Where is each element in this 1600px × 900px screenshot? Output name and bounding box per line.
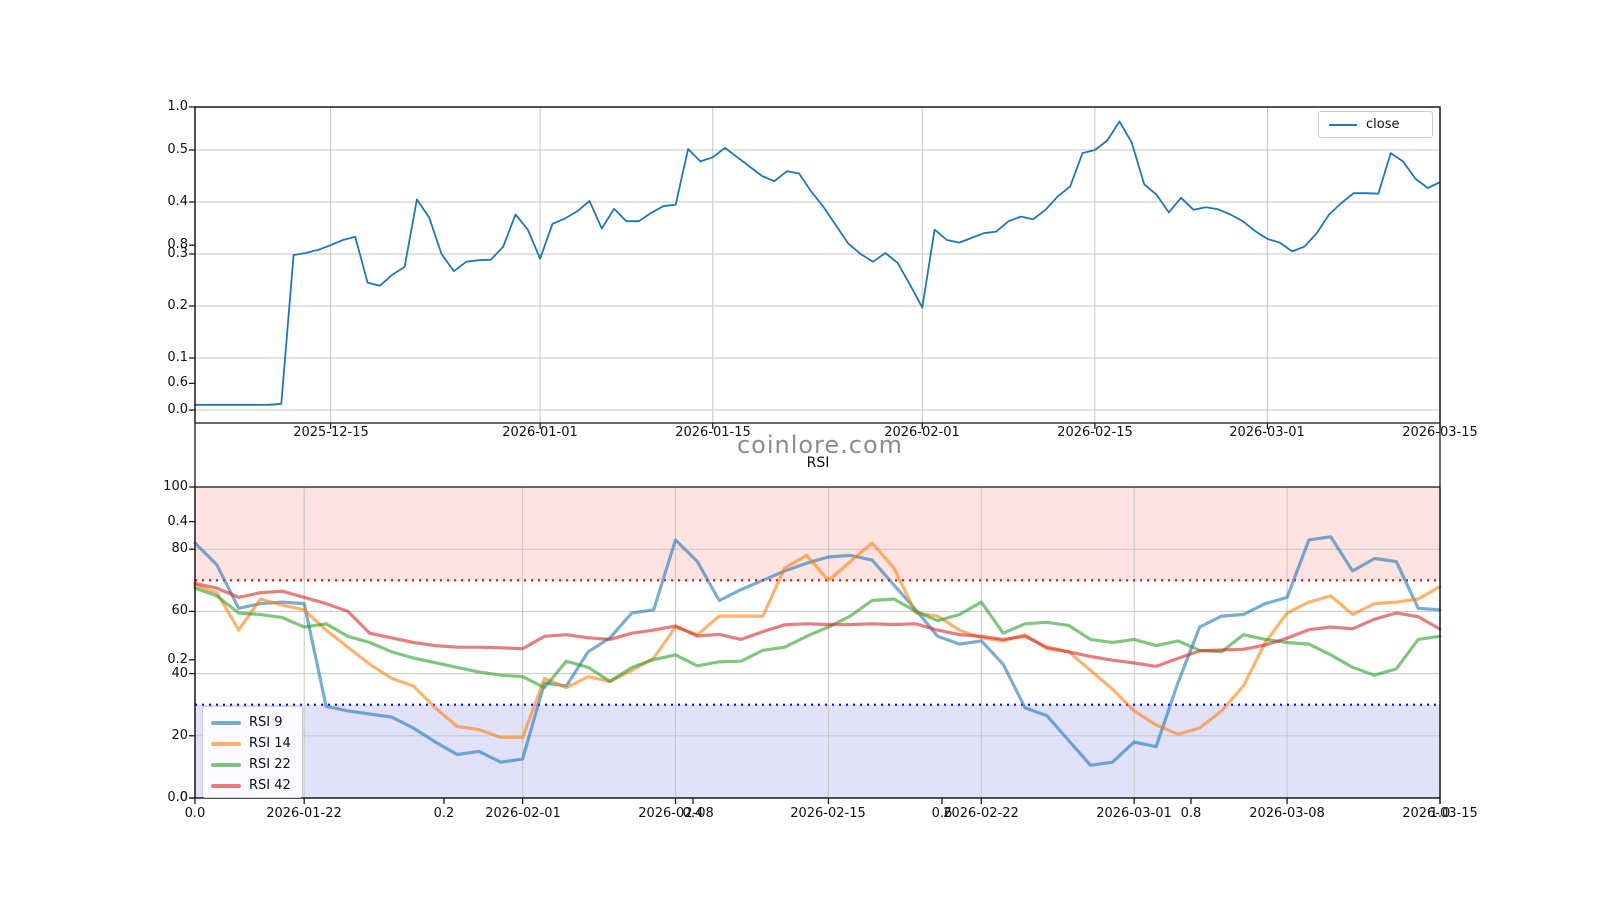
legend-label-rsi-22: RSI 22	[249, 757, 291, 772]
ghost-x-tick-label: 1.0	[1429, 806, 1451, 821]
price-y-tick-label: 0.3	[167, 246, 188, 261]
price-y-tick-label: 0.0	[167, 402, 188, 417]
rsi-y-tick-label: 20	[171, 728, 188, 743]
ghost-y-tick-label: 0.0	[167, 790, 188, 805]
close-line	[195, 120, 1441, 406]
price-y-tick-label: 0.2	[167, 298, 188, 313]
price-x-tick-label: 2026-02-15	[1057, 425, 1133, 440]
rsi-y-tick-label: 80	[171, 541, 188, 556]
ghost-x-tick-label: 0.2	[433, 806, 455, 821]
legend-row-rsi-22: RSI 22	[211, 754, 294, 775]
rsi-x-tick-label: 2026-02-01	[485, 806, 561, 821]
ghost-y-tick-label: 0.2	[167, 652, 188, 667]
legend-label-rsi-14: RSI 14	[249, 736, 291, 751]
rsi-14-line	[193, 541, 1442, 740]
price-x-tick-label: 2026-03-15	[1402, 425, 1478, 440]
rsi-22-line-sample	[211, 762, 241, 767]
price-y-tick-label: 0.4	[167, 194, 188, 209]
rsi-42-line-sample	[211, 783, 241, 788]
ghost-x-tick-label: 0.6	[931, 806, 953, 821]
rsi-x-tick-label: 2026-02-08	[638, 806, 714, 821]
legend-label-rsi-42: RSI 42	[249, 778, 291, 793]
price-y-tick-label: 0.5	[167, 142, 188, 157]
ghost-y-tick-label: 0.6	[167, 375, 188, 390]
price-x-tick-label: 2026-03-01	[1229, 425, 1305, 440]
overbought-band	[195, 487, 1440, 581]
oversold-band	[195, 704, 1440, 798]
rsi-x-tick-label: 2026-02-15	[790, 806, 866, 821]
legend-row-rsi-42: RSI 42	[211, 775, 294, 796]
rsi-9-line-sample	[211, 720, 241, 725]
legend-label-rsi-9: RSI 9	[249, 715, 283, 730]
rsi-legend: RSI 9 RSI 14 RSI 22 RSI 42	[202, 706, 303, 798]
rsi-x-tick-label: 2026-03-15	[1402, 806, 1478, 821]
price-x-tick-label: 2026-02-01	[884, 425, 960, 440]
ghost-x-tick-label: 0.4	[682, 806, 704, 821]
rsi-14-line-sample	[211, 741, 241, 746]
price-x-tick-label: 2025-12-15	[293, 425, 369, 440]
rsi-x-tick-label: 2026-03-08	[1249, 806, 1325, 821]
legend-row-rsi-14: RSI 14	[211, 733, 294, 754]
watermark: coinlore.com	[736, 431, 904, 459]
ghost-x-tick-label: 0.0	[184, 806, 206, 821]
close-line-sample	[1329, 123, 1357, 126]
rsi-22-line	[193, 586, 1442, 690]
ghost-y-tick-label: 0.4	[167, 514, 188, 529]
price-legend: close	[1318, 111, 1433, 138]
legend-label-close: close	[1366, 117, 1400, 132]
legend-row-rsi-9: RSI 9	[211, 712, 294, 733]
rsi-axes-box	[194, 486, 1441, 799]
rsi-x-tick-label: 2026-01-22	[266, 806, 342, 821]
price-x-tick-label: 2026-01-01	[502, 425, 578, 440]
price-axes-box	[194, 106, 1441, 424]
rsi-chart-title: RSI	[806, 455, 830, 471]
ghost-y-tick-label: 1.0	[167, 99, 188, 114]
ghost-y-tick-label: 0.8	[167, 237, 188, 252]
rsi-9-line	[193, 535, 1442, 767]
rsi-y-tick-label: 0	[179, 790, 188, 805]
ghost-x-tick-label: 0.8	[1180, 806, 1202, 821]
rsi-x-tick-label: 2026-02-22	[943, 806, 1019, 821]
rsi-y-tick-label: 100	[163, 479, 188, 494]
price-x-tick-label: 2026-01-15	[675, 425, 751, 440]
price-y-tick-label: 0.1	[167, 350, 188, 365]
rsi-42-line	[193, 581, 1442, 669]
rsi-y-tick-label: 40	[171, 666, 188, 681]
rsi-y-tick-label: 60	[171, 603, 188, 618]
rsi-x-tick-label: 2026-03-01	[1096, 806, 1172, 821]
